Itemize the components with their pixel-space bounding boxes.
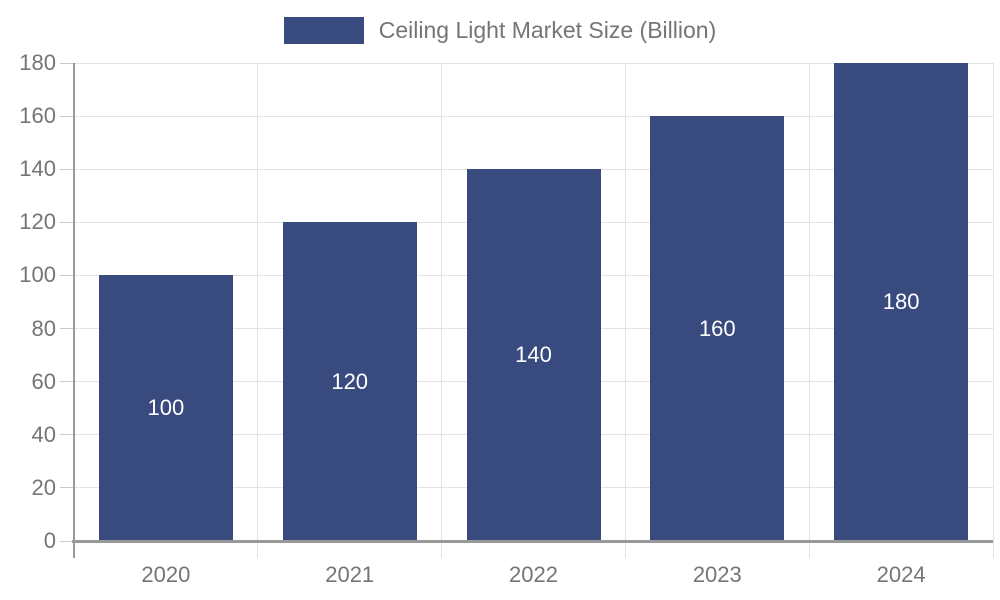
y-axis-tick xyxy=(60,168,74,170)
y-axis-tick-label: 180 xyxy=(19,50,56,75)
x-gridline xyxy=(441,63,443,558)
y-axis-tick-label: 60 xyxy=(31,368,56,394)
x-axis-tick-label: 2020 xyxy=(141,562,191,587)
y-axis-tick xyxy=(60,328,74,330)
bar-value-label: 120 xyxy=(331,368,369,394)
x-gridline xyxy=(624,63,626,558)
y-gridline xyxy=(74,115,993,117)
x-axis-line xyxy=(72,540,993,543)
y-axis-tick xyxy=(60,434,74,436)
y-axis-tick-label: 20 xyxy=(31,474,56,500)
y-axis-tick xyxy=(60,221,74,223)
bar xyxy=(466,169,601,541)
bar-value-label: 160 xyxy=(698,315,736,341)
bar xyxy=(834,63,969,541)
x-gridline xyxy=(257,63,259,558)
y-axis-tick xyxy=(60,62,74,64)
x-axis-tick-label: 2021 xyxy=(325,562,375,587)
y-axis-tick-label: 40 xyxy=(31,421,56,447)
y-axis-tick xyxy=(60,274,74,276)
y-axis-tick-label: 160 xyxy=(19,103,56,129)
bar xyxy=(282,222,417,541)
bar-value-label: 180 xyxy=(882,289,920,314)
bar-value-label: 100 xyxy=(147,395,185,421)
legend-label: Ceiling Light Market Size (Billion) xyxy=(378,16,717,43)
y-axis-tick xyxy=(60,540,74,542)
bar xyxy=(650,116,785,541)
x-gridline xyxy=(992,63,994,558)
y-axis-tick xyxy=(60,487,74,489)
y-axis-tick-label: 100 xyxy=(19,262,56,288)
x-axis-tick-label: 2024 xyxy=(876,562,926,587)
x-axis-tick-label: 2022 xyxy=(509,562,558,587)
x-gridline xyxy=(808,63,810,558)
bar xyxy=(98,275,233,541)
y-axis-line xyxy=(72,63,75,558)
x-axis-tick-label: 2023 xyxy=(692,562,742,587)
y-axis-tick xyxy=(60,381,74,383)
y-gridline xyxy=(74,62,993,64)
legend-swatch xyxy=(283,16,364,44)
y-axis-tick xyxy=(60,115,74,117)
bar-value-label: 140 xyxy=(515,342,552,368)
y-axis-tick-label: 0 xyxy=(43,528,56,553)
y-axis-tick-label: 140 xyxy=(19,156,56,182)
y-axis-tick-label: 80 xyxy=(31,315,56,341)
y-axis-tick-label: 120 xyxy=(19,209,56,235)
chart-legend[interactable]: Ceiling Light Market Size (Billion) xyxy=(0,14,1000,46)
